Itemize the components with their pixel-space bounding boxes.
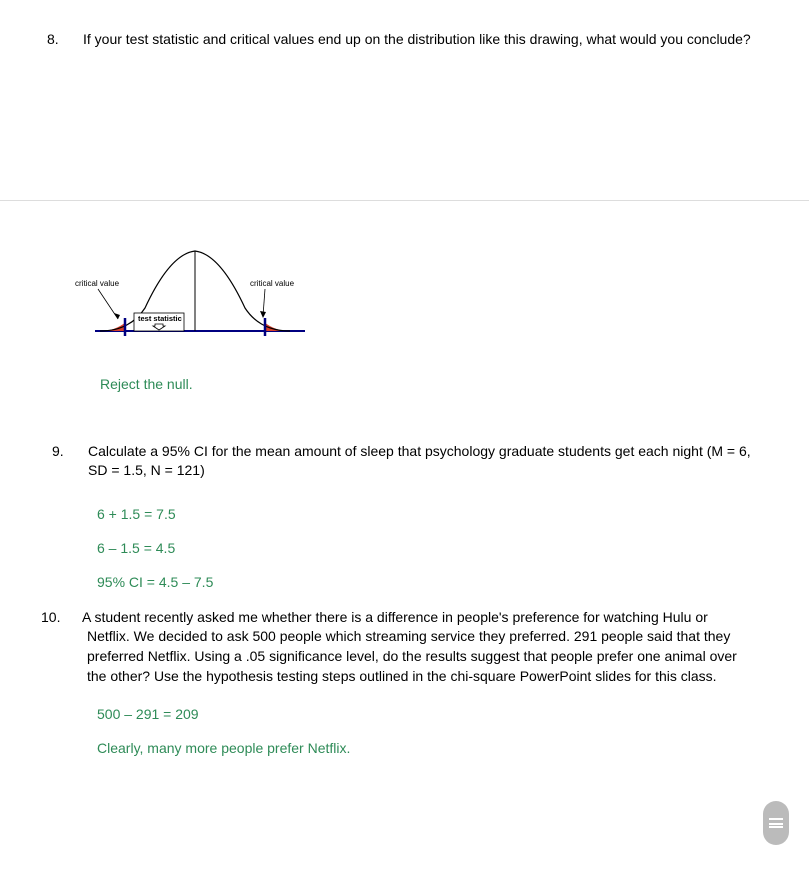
question-8: 8.If your test statistic and critical va… <box>55 30 754 50</box>
question-8-body: If your test statistic and critical valu… <box>83 31 751 47</box>
critical-label-left: critical value <box>75 279 120 288</box>
bell-curve-diagram: critical value critical value test stati… <box>70 236 330 356</box>
q8-answer: Reject the null. <box>100 376 754 392</box>
arrowhead-right <box>260 311 266 318</box>
question-10-text: 10.A student recently asked me whether t… <box>55 608 754 686</box>
hamburger-icon <box>769 818 783 828</box>
question-10: 10.A student recently asked me whether t… <box>55 608 754 686</box>
question-10-body: A student recently asked me whether ther… <box>82 609 737 684</box>
bell-curve-svg: critical value critical value test stati… <box>70 236 330 356</box>
question-9-number: 9. <box>70 442 88 462</box>
q9-answer-2: 6 – 1.5 = 4.5 <box>97 540 754 556</box>
q9-answer-1: 6 + 1.5 = 7.5 <box>97 506 754 522</box>
question-8-text: 8.If your test statistic and critical va… <box>55 30 754 50</box>
critical-label-right: critical value <box>250 279 295 288</box>
question-9-text: 9.Calculate a 95% CI for the mean amount… <box>55 442 754 481</box>
q10-answer-2: Clearly, many more people prefer Netflix… <box>97 740 754 756</box>
q9-answer-3: 95% CI = 4.5 – 7.5 <box>97 574 754 590</box>
q10-answer-1: 500 – 291 = 209 <box>97 706 754 722</box>
separator-line <box>0 200 809 201</box>
question-9: 9.Calculate a 95% CI for the mean amount… <box>55 442 754 481</box>
question-8-number: 8. <box>65 30 83 50</box>
test-statistic-label: test statistic <box>138 314 182 323</box>
floating-menu-button[interactable] <box>763 801 789 845</box>
question-10-number: 10. <box>64 608 82 628</box>
question-9-body: Calculate a 95% CI for the mean amount o… <box>88 443 751 479</box>
